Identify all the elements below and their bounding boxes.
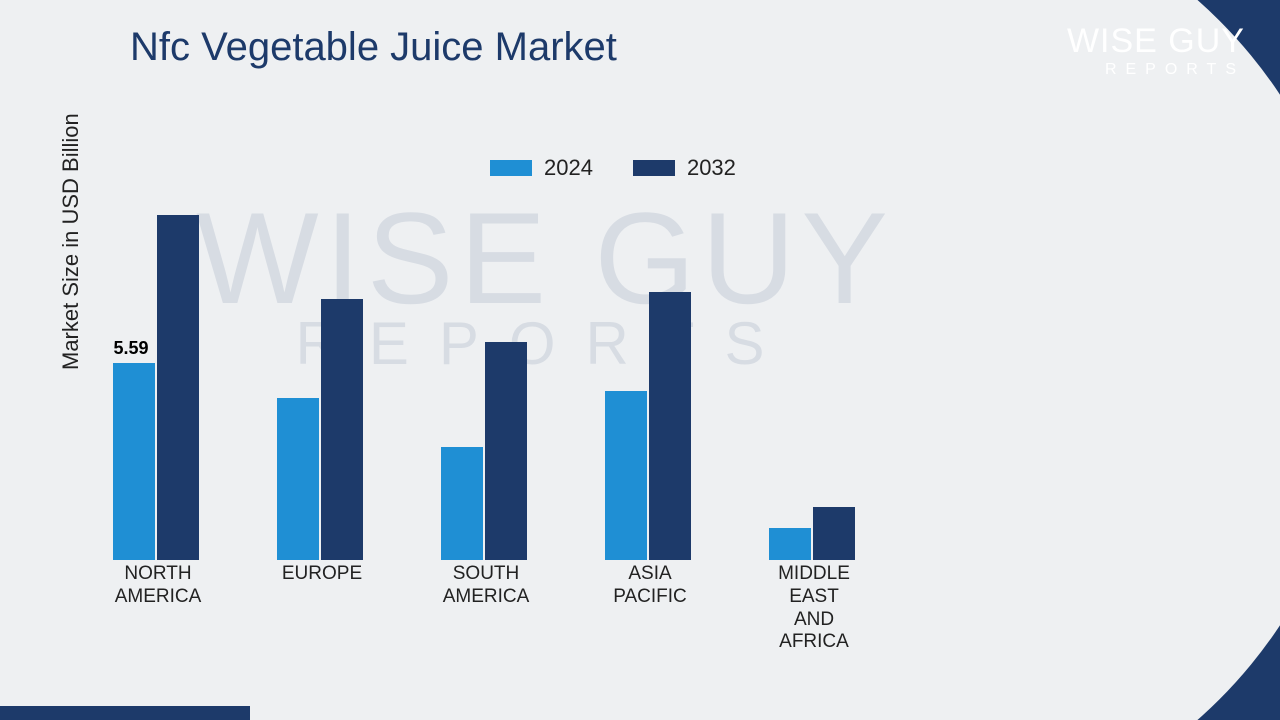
- legend-swatch-2032: [633, 160, 675, 176]
- bar-2024: [277, 398, 319, 560]
- bar-2032: [813, 507, 855, 560]
- legend-swatch-2024: [490, 160, 532, 176]
- legend: 2024 2032: [490, 155, 736, 181]
- legend-label-2024: 2024: [544, 155, 593, 181]
- bottom-accent-bar: [0, 706, 250, 720]
- chart-plot-area: 5.59: [95, 190, 915, 560]
- x-axis-category-label: EUROPE: [259, 563, 385, 586]
- x-axis-category-label: SOUTHAMERICA: [423, 563, 549, 609]
- bar-2024: [769, 528, 811, 560]
- page-title: Nfc Vegetable Juice Market: [130, 25, 617, 70]
- brand-logo-line1: WISE GUY: [1067, 22, 1245, 61]
- x-axis-category-label: MIDDLEEASTANDAFRICA: [751, 563, 877, 654]
- brand-logo: WISE GUY REPORTS: [1067, 22, 1245, 79]
- bar-2024: [441, 447, 483, 560]
- x-axis-category-label: NORTHAMERICA: [95, 563, 221, 609]
- y-axis-label: Market Size in USD Billion: [58, 113, 84, 370]
- legend-label-2032: 2032: [687, 155, 736, 181]
- right-brand-panel: [960, 0, 1280, 720]
- bar-2024: [605, 391, 647, 560]
- x-axis-category-label: ASIAPACIFIC: [587, 563, 713, 609]
- bar-2032: [321, 299, 363, 560]
- bar-2024: [113, 363, 155, 560]
- bar-2032: [157, 215, 199, 560]
- legend-item-2024: 2024: [490, 155, 593, 181]
- bar-2032: [649, 292, 691, 560]
- bar-value-label: 5.59: [101, 338, 161, 359]
- legend-item-2032: 2032: [633, 155, 736, 181]
- bar-2032: [485, 342, 527, 560]
- brand-logo-line2: REPORTS: [1067, 61, 1245, 79]
